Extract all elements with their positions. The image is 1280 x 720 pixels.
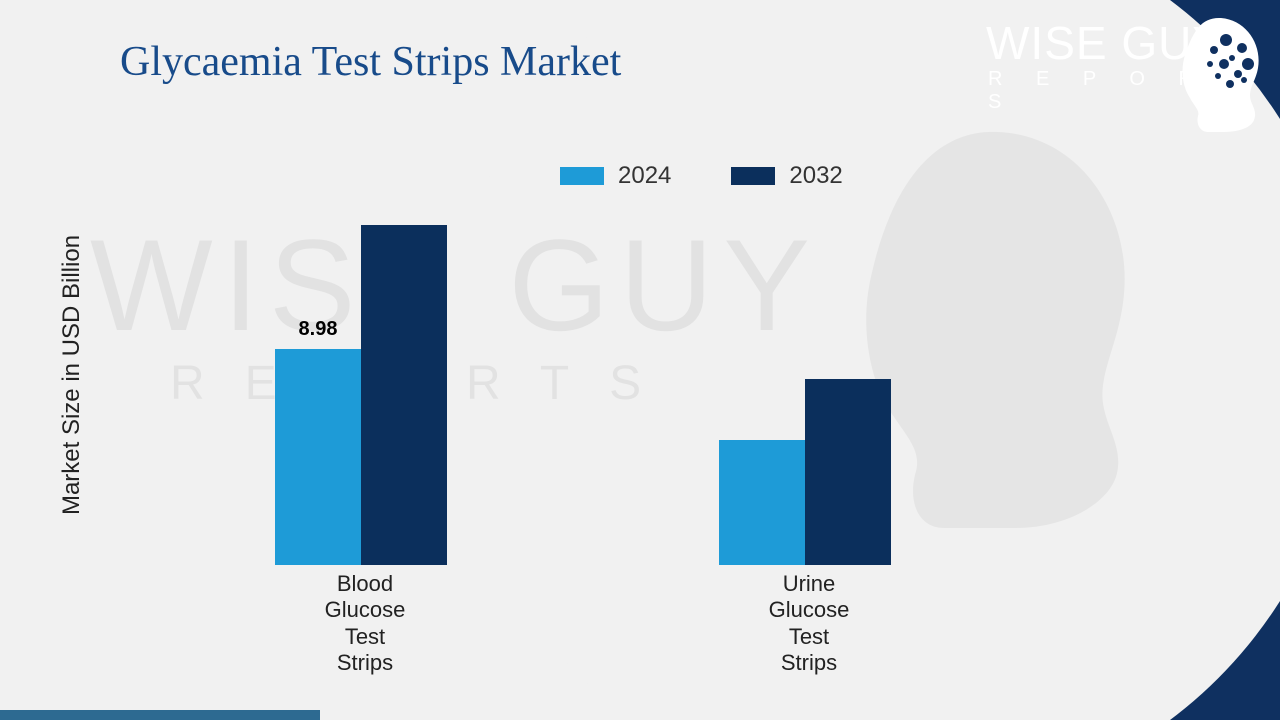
bar-chart: 8.98Blood Glucose Test StripsUrine Gluco… [115,200,935,565]
logo-head-icon [1166,14,1266,134]
legend-swatch-2032 [731,167,775,185]
bar-2032 [805,379,891,565]
legend-item-2024: 2024 [560,162,671,190]
wiseguy-logo: WISE GUY R E P O R T S [986,20,1256,140]
y-axis-label: Market Size in USD Billion [58,235,86,515]
legend-item-2032: 2032 [731,162,842,190]
bar-2032 [361,225,447,565]
legend-label-2024: 2024 [618,162,671,190]
category-label: Blood Glucose Test Strips [305,571,425,677]
legend-label-2032: 2032 [789,162,842,190]
bar-2024 [719,440,805,565]
legend-swatch-2024 [560,167,604,185]
category-label: Urine Glucose Test Strips [749,571,869,677]
bar-value-label: 8.98 [299,318,338,345]
chart-title: Glycaemia Test Strips Market [120,38,621,86]
bottom-accent-bar [0,710,320,720]
bar-2024 [275,349,361,565]
infographic-stage: WISE GUY REPORTS Glycaemia Test Strips M… [0,0,1280,720]
chart-legend: 2024 2032 [560,162,843,190]
